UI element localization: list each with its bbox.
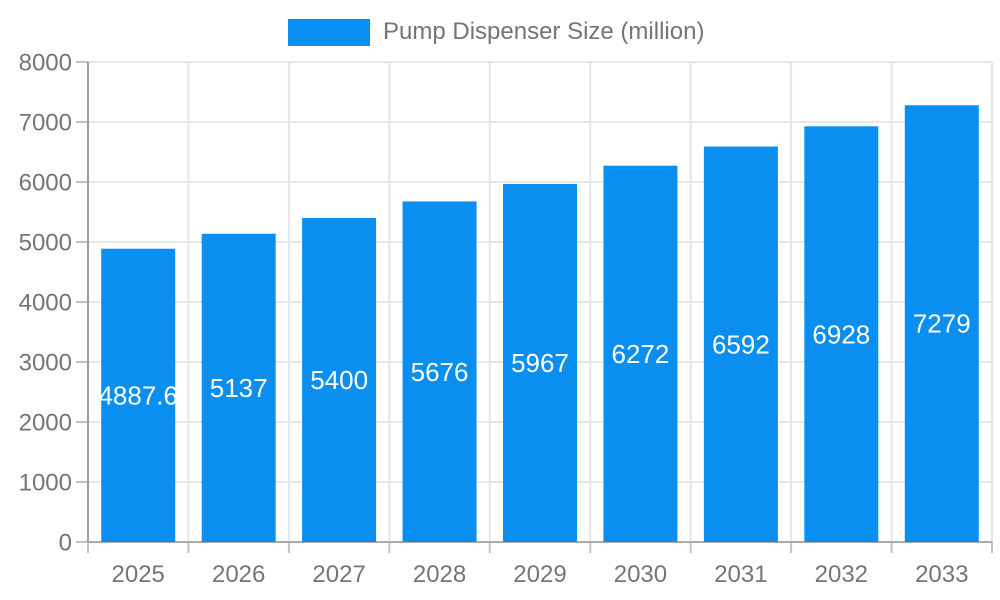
bar-value-label: 5137 — [210, 373, 268, 403]
bar-value-label: 6272 — [612, 339, 670, 369]
bar-2031[interactable] — [703, 146, 778, 543]
legend-label: Pump Dispenser Size (million) — [383, 18, 705, 45]
y-axis-label: 4000 — [19, 289, 72, 316]
bar-2025[interactable] — [101, 248, 176, 542]
y-axis-label: 5000 — [19, 229, 72, 256]
bar-value-label: 5676 — [411, 357, 469, 387]
x-axis-label: 2025 — [112, 561, 165, 588]
bar-value-label: 5967 — [511, 348, 569, 378]
bar-2032[interactable] — [804, 126, 879, 542]
y-axis-label: 0 — [59, 529, 72, 556]
bar-value-label: 4887.6 — [98, 380, 178, 410]
x-axis-label: 2027 — [312, 561, 365, 588]
bar-value-label: 6592 — [712, 329, 770, 359]
y-axis-label: 2000 — [19, 409, 72, 436]
x-axis-label: 2033 — [915, 561, 968, 588]
bar-2027[interactable] — [302, 218, 377, 542]
bar-2029[interactable] — [503, 183, 577, 543]
chart-legend: Pump Dispenser Size (million) — [288, 18, 704, 46]
y-axis-label: 8000 — [19, 49, 72, 76]
bar-2030[interactable] — [603, 165, 678, 542]
bar-2033[interactable] — [904, 105, 979, 542]
x-axis-label: 2028 — [413, 561, 466, 588]
x-axis-label: 2029 — [513, 561, 566, 588]
bar-value-label: 5400 — [310, 365, 368, 395]
legend-swatch — [288, 18, 370, 46]
y-axis-label: 6000 — [19, 169, 72, 196]
x-axis-label: 2026 — [212, 561, 265, 588]
x-axis-label: 2032 — [815, 561, 868, 588]
bar-2026[interactable] — [201, 233, 276, 542]
bar-value-label: 7279 — [913, 309, 971, 339]
bar-2028[interactable] — [402, 201, 477, 542]
bar-value-label: 6928 — [812, 319, 870, 349]
y-axis-label: 1000 — [19, 469, 72, 496]
x-axis-label: 2031 — [714, 561, 767, 588]
x-axis-label: 2030 — [614, 561, 667, 588]
y-axis-label: 3000 — [19, 349, 72, 376]
y-axis-label: 7000 — [19, 109, 72, 136]
